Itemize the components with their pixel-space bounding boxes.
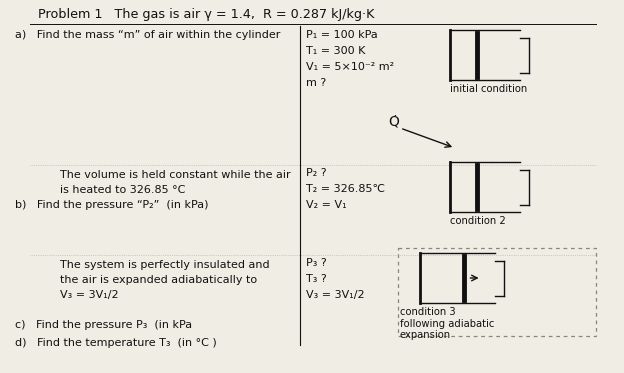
Text: condition 3
following adiabatic
expansion: condition 3 following adiabatic expansio… [400, 307, 494, 340]
Text: V₂ = V₁: V₂ = V₁ [306, 200, 346, 210]
Text: V₃ = 3V₁/2: V₃ = 3V₁/2 [60, 290, 119, 300]
Text: condition 2: condition 2 [450, 216, 505, 226]
Bar [398, 248, 596, 336]
Text: Problem 1   The gas is air γ = 1.4,  R = 0.287 kJ/kg·K: Problem 1 The gas is air γ = 1.4, R = 0.… [38, 8, 374, 21]
Text: V₁ = 5×10⁻² m²: V₁ = 5×10⁻² m² [306, 62, 394, 72]
Text: b)   Find the pressure “P₂”  (in kPa): b) Find the pressure “P₂” (in kPa) [15, 200, 208, 210]
Text: the air is expanded adiabatically to: the air is expanded adiabatically to [60, 275, 257, 285]
Text: P₃ ?: P₃ ? [306, 258, 327, 268]
Text: Q̇: Q̇ [388, 115, 399, 129]
Text: The system is perfectly insulated and: The system is perfectly insulated and [60, 260, 270, 270]
Text: The volume is held constant while the air: The volume is held constant while the ai… [60, 170, 291, 180]
Text: T₃ ?: T₃ ? [306, 274, 327, 284]
Text: m ?: m ? [306, 78, 326, 88]
Text: P₂ ?: P₂ ? [306, 168, 326, 178]
Text: initial condition: initial condition [450, 84, 527, 94]
Text: T₂ = 326.85℃: T₂ = 326.85℃ [306, 184, 385, 194]
Text: is heated to 326.85 °C: is heated to 326.85 °C [60, 185, 185, 195]
Text: V₃ = 3V₁/2: V₃ = 3V₁/2 [306, 290, 364, 300]
Text: a)   Find the mass “m” of air within the cylinder: a) Find the mass “m” of air within the c… [15, 30, 280, 40]
Text: c)   Find the pressure P₃  (in kPa: c) Find the pressure P₃ (in kPa [15, 320, 192, 330]
Text: P₁ = 100 kPa: P₁ = 100 kPa [306, 30, 378, 40]
Text: T₁ = 300 K: T₁ = 300 K [306, 46, 366, 56]
Text: d)   Find the temperature T₃  (in °C ): d) Find the temperature T₃ (in °C ) [15, 338, 217, 348]
